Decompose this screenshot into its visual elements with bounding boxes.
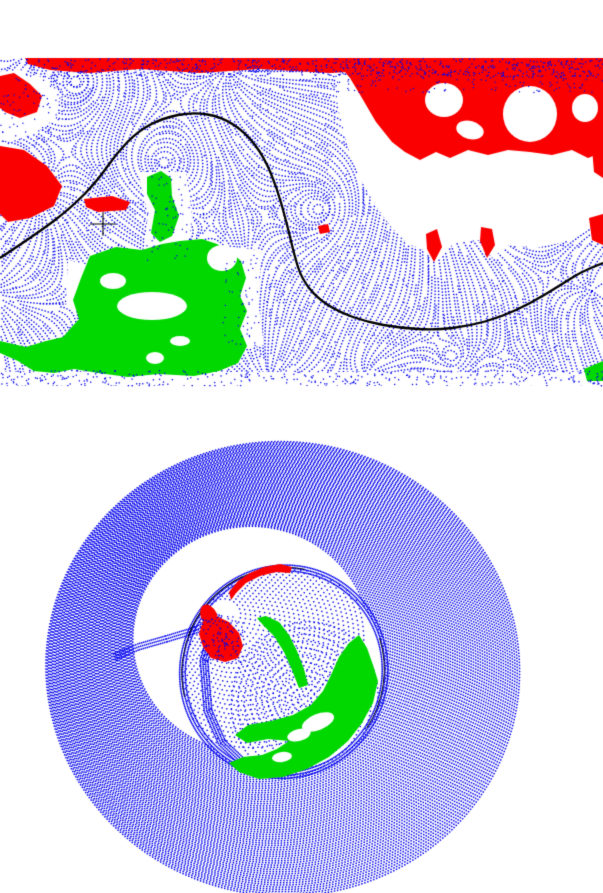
streamline-figure-canvas bbox=[0, 0, 603, 893]
vector-field-figure bbox=[0, 0, 603, 893]
